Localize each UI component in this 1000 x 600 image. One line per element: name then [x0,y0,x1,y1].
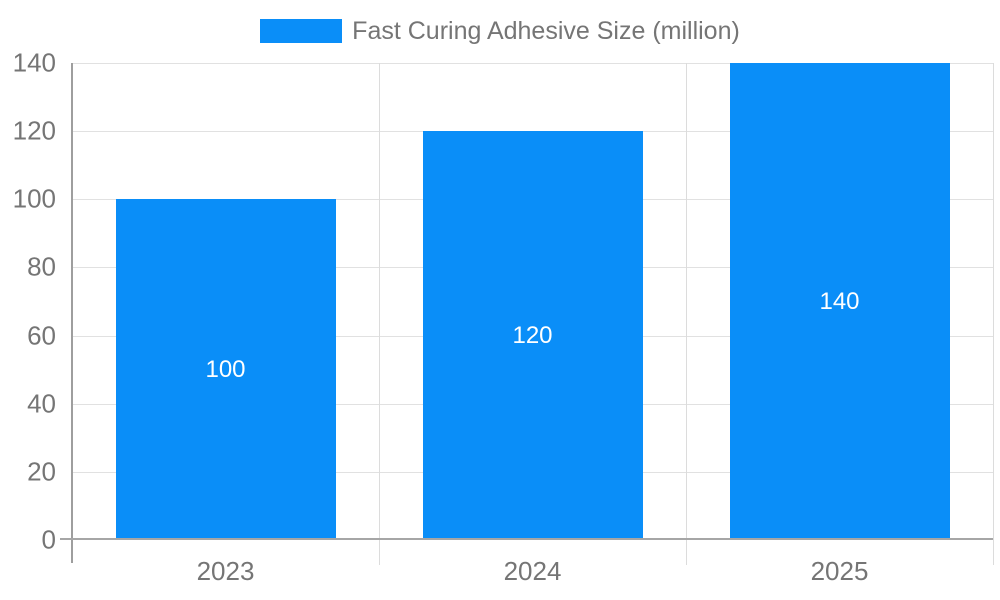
y-tick-label: 60 [27,320,56,351]
bar[interactable] [422,131,643,540]
horizontal-gridline [72,63,993,64]
y-axis-line [71,63,73,563]
bar-value-label: 120 [512,321,553,349]
y-tick-label: 20 [27,456,56,487]
x-tick-label: 2023 [196,556,255,586]
bar[interactable] [729,63,950,540]
bar[interactable] [115,199,336,540]
x-axis-line [60,538,993,540]
y-tick-label: 80 [27,251,56,282]
x-tick-label: 2025 [810,556,869,586]
x-tick-label: 2024 [503,556,562,586]
y-tick-label: 100 [12,183,56,214]
y-tick-label: 120 [12,115,56,146]
y-tick-label: 140 [12,47,56,78]
y-axis-labels: 0 20 40 60 80 100 120 140 [0,48,56,555]
legend[interactable]: Fast Curing Adhesive Size (million) [0,16,1000,46]
y-tick-label: 40 [27,388,56,419]
legend-swatch-icon [260,19,343,43]
vertical-gridline [379,63,380,565]
legend-label: Fast Curing Adhesive Size (million) [352,16,740,45]
y-tick-label: 0 [41,524,56,555]
bar-value-label: 140 [819,287,860,315]
vertical-gridline [686,63,687,565]
x-axis-labels: 2023 2024 2025 [72,556,993,588]
plot-area: 100 120 140 [60,63,994,565]
bar-value-label: 100 [205,355,246,383]
vertical-gridline [993,63,994,565]
